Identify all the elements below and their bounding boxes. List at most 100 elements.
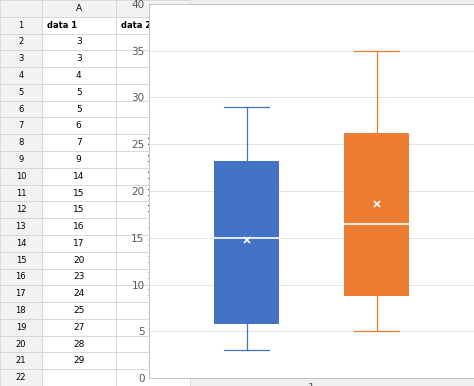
Bar [42, 17, 116, 34]
Text: 5: 5 [150, 37, 155, 46]
Bar [116, 17, 190, 34]
Text: data 2: data 2 [121, 21, 152, 30]
Bar [42, 0, 116, 17]
Bar [0, 336, 42, 352]
Bar [116, 352, 190, 369]
Bar [0, 369, 42, 386]
Text: 2: 2 [18, 37, 24, 46]
Text: 14: 14 [16, 239, 26, 248]
Bar [116, 319, 190, 336]
Text: 24: 24 [147, 256, 158, 265]
Text: 8: 8 [150, 88, 155, 97]
Text: 21: 21 [16, 356, 26, 365]
Text: 28: 28 [73, 340, 84, 349]
Bar [0, 34, 42, 50]
Bar [42, 101, 116, 117]
Bar [0, 185, 42, 201]
Text: 23: 23 [73, 273, 84, 281]
Text: 34: 34 [147, 323, 158, 332]
Text: 3: 3 [18, 54, 24, 63]
Text: 20: 20 [16, 340, 26, 349]
Bar [116, 302, 190, 319]
Bar [42, 134, 116, 151]
Text: 22: 22 [147, 239, 158, 248]
Bar [214, 161, 279, 325]
Bar [42, 269, 116, 285]
Text: 9: 9 [18, 155, 24, 164]
Bar [116, 369, 190, 386]
Text: 18: 18 [16, 306, 26, 315]
Text: 1: 1 [18, 21, 24, 30]
Text: 14: 14 [147, 138, 158, 147]
Bar [116, 50, 190, 67]
Bar [42, 302, 116, 319]
Text: 15: 15 [73, 205, 84, 214]
Text: 35: 35 [147, 340, 158, 349]
Text: 13: 13 [16, 222, 26, 231]
Text: 16: 16 [16, 273, 26, 281]
Text: 27: 27 [147, 289, 158, 298]
Bar [0, 302, 42, 319]
Bar [116, 0, 190, 17]
Bar [116, 34, 190, 50]
Bar [0, 17, 42, 34]
Bar [116, 101, 190, 117]
Bar [0, 235, 42, 252]
Text: 11: 11 [16, 188, 26, 198]
Text: 20: 20 [73, 256, 84, 265]
Bar [116, 151, 190, 168]
Text: 6: 6 [150, 54, 155, 63]
Text: 7: 7 [18, 121, 24, 130]
Text: 7: 7 [150, 71, 155, 80]
Bar [116, 134, 190, 151]
Text: 5: 5 [18, 88, 24, 97]
Text: 22: 22 [16, 373, 26, 382]
Bar [116, 252, 190, 269]
Text: 17: 17 [16, 289, 26, 298]
Bar [42, 117, 116, 134]
Text: 8: 8 [18, 138, 24, 147]
Text: 7: 7 [76, 138, 82, 147]
Bar [0, 269, 42, 285]
Text: 5: 5 [76, 105, 82, 113]
Bar [42, 352, 116, 369]
Bar [42, 336, 116, 352]
Bar [116, 185, 190, 201]
Text: data 1: data 1 [47, 21, 78, 30]
Bar [116, 218, 190, 235]
Bar [0, 352, 42, 369]
Bar [42, 369, 116, 386]
Text: 19: 19 [16, 323, 26, 332]
Bar [0, 67, 42, 84]
Text: 6: 6 [18, 105, 24, 113]
Text: 14: 14 [73, 172, 84, 181]
Text: 15: 15 [147, 172, 158, 181]
Bar [344, 132, 409, 296]
Text: 5: 5 [76, 88, 82, 97]
Bar [42, 235, 116, 252]
Bar [116, 336, 190, 352]
Bar [0, 134, 42, 151]
Text: 25: 25 [73, 306, 84, 315]
Bar [42, 50, 116, 67]
Bar [42, 67, 116, 84]
Text: 9: 9 [150, 121, 155, 130]
Bar [0, 201, 42, 218]
Text: 24: 24 [73, 289, 84, 298]
Bar [0, 168, 42, 185]
Bar [116, 269, 190, 285]
Bar [0, 319, 42, 336]
Text: 9: 9 [76, 155, 82, 164]
Text: 3: 3 [76, 54, 82, 63]
Text: 3: 3 [76, 37, 82, 46]
Bar [0, 285, 42, 302]
Text: 20: 20 [147, 222, 158, 231]
Bar [42, 201, 116, 218]
Bar [0, 50, 42, 67]
Bar [42, 319, 116, 336]
Bar [42, 34, 116, 50]
Bar [0, 252, 42, 269]
Bar [0, 0, 42, 17]
Bar [0, 117, 42, 134]
Text: 12: 12 [16, 205, 26, 214]
